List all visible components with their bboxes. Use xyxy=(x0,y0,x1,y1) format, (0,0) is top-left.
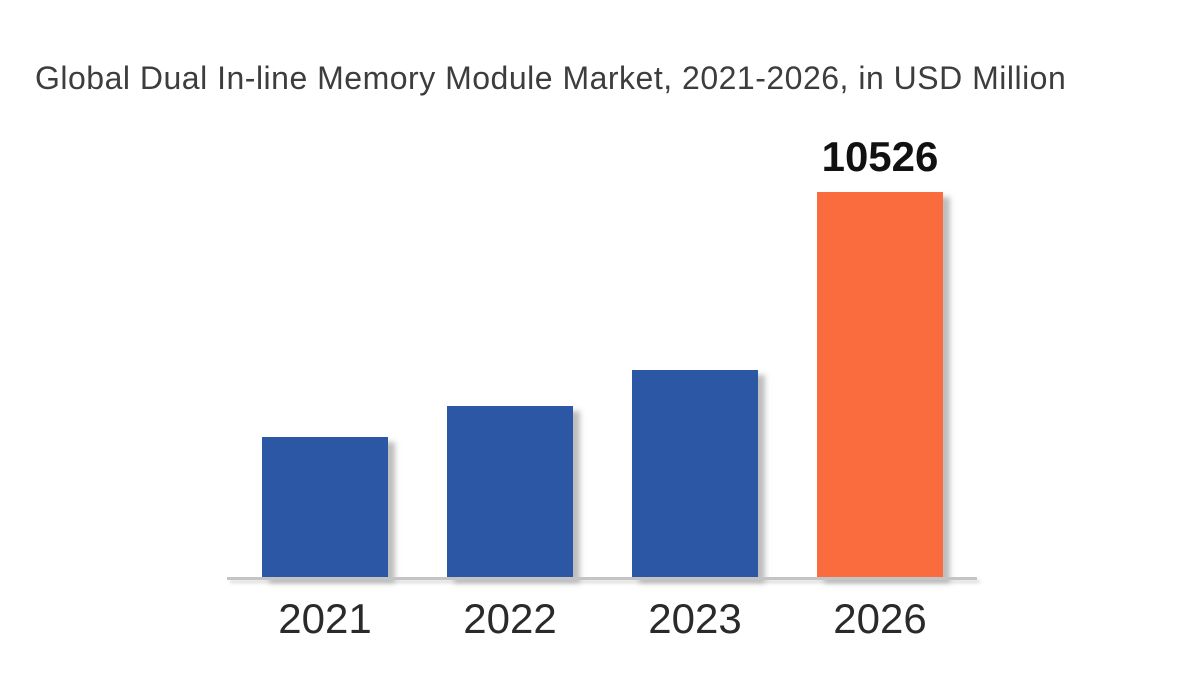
x-tick-2023: 2023 xyxy=(648,595,742,642)
x-tick-2021: 2021 xyxy=(278,595,372,642)
x-tick-2026: 2026 xyxy=(833,595,927,642)
data-label-2026: 10526 xyxy=(821,133,939,180)
x-axis-line xyxy=(227,577,977,580)
bar-2022 xyxy=(447,406,573,578)
bar-2026 xyxy=(817,192,943,578)
bar-2021 xyxy=(262,437,388,578)
chart-title: Global Dual In-line Memory Module Market… xyxy=(35,60,1067,96)
x-tick-2022: 2022 xyxy=(463,595,557,642)
plot-area: 10526 2021 2022 2023 2026 xyxy=(227,0,977,640)
bar-2023 xyxy=(632,370,758,578)
